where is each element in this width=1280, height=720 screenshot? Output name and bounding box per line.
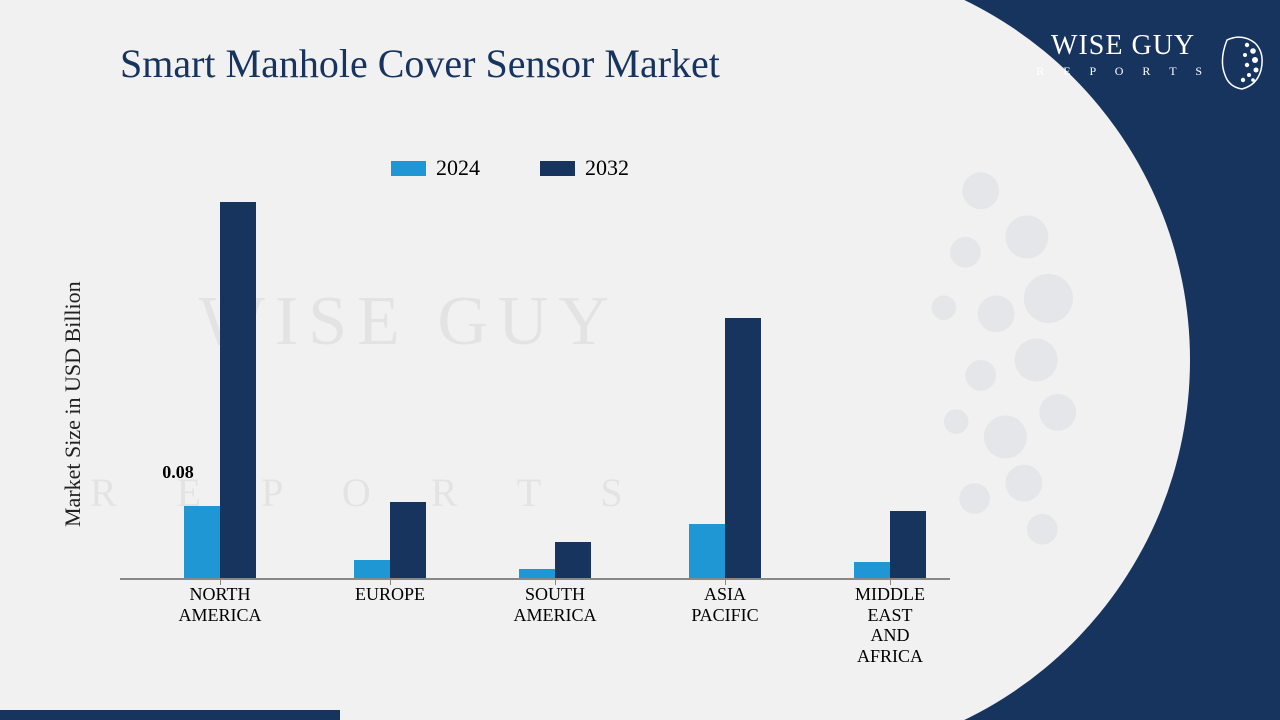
xaxis-tick [390, 578, 391, 585]
bar-group: SOUTHAMERICA [495, 542, 615, 578]
xaxis-tick [555, 578, 556, 585]
brand-line1: WISE GUY [1036, 30, 1210, 62]
legend-label-2024: 2024 [436, 155, 480, 181]
bar-2032 [555, 542, 591, 578]
bar-group: 0.08NORTHAMERICA [160, 202, 280, 578]
bar-2024 [854, 562, 890, 578]
infographic-stage: WISE GUY R E P O R T S WISE GUY R E P O … [0, 0, 1280, 720]
bar-value-label: 0.08 [162, 462, 194, 483]
legend-swatch-2024 [391, 161, 426, 176]
yaxis-label: Market Size in USD Billion [60, 281, 86, 527]
legend-swatch-2032 [540, 161, 575, 176]
chart-area: Market Size in USD Billion 2024 2032 0.0… [60, 145, 960, 675]
xaxis-tick [890, 578, 891, 585]
plot-area: 0.08NORTHAMERICA EUROPE SOUTHAMERICA ASIAPA… [120, 195, 950, 580]
legend-item-2032: 2032 [540, 155, 629, 181]
bar-2024 [184, 506, 220, 578]
xaxis-category-label: ASIAPACIFIC [665, 578, 785, 625]
legend: 2024 2032 [391, 155, 629, 181]
bar-2024 [519, 569, 555, 578]
chart-title: Smart Manhole Cover Sensor Market [120, 40, 720, 87]
bar-group: ASIAPACIFIC [665, 318, 785, 578]
bar-2032 [890, 511, 926, 578]
xaxis-tick [725, 578, 726, 585]
bar-2024 [354, 560, 390, 578]
xaxis-category-label: NORTHAMERICA [160, 578, 280, 625]
xaxis-category-label: MIDDLEEASTANDAFRICA [830, 578, 950, 667]
legend-item-2024: 2024 [391, 155, 480, 181]
bar-2032 [220, 202, 256, 578]
bottom-strip [0, 710, 340, 720]
bar-2032 [390, 502, 426, 578]
brand-head-icon [1217, 35, 1265, 90]
bar-2032 [725, 318, 761, 578]
bar-group: MIDDLEEASTANDAFRICA [830, 511, 950, 578]
bar-2024 [689, 524, 725, 578]
xaxis-category-label: SOUTHAMERICA [495, 578, 615, 625]
brand-logo: WISE GUY R E P O R T S [1036, 30, 1210, 79]
bar-group: EUROPE [330, 502, 450, 578]
brand-line2: R E P O R T S [1036, 64, 1210, 79]
xaxis-tick [220, 578, 221, 585]
legend-label-2032: 2032 [585, 155, 629, 181]
